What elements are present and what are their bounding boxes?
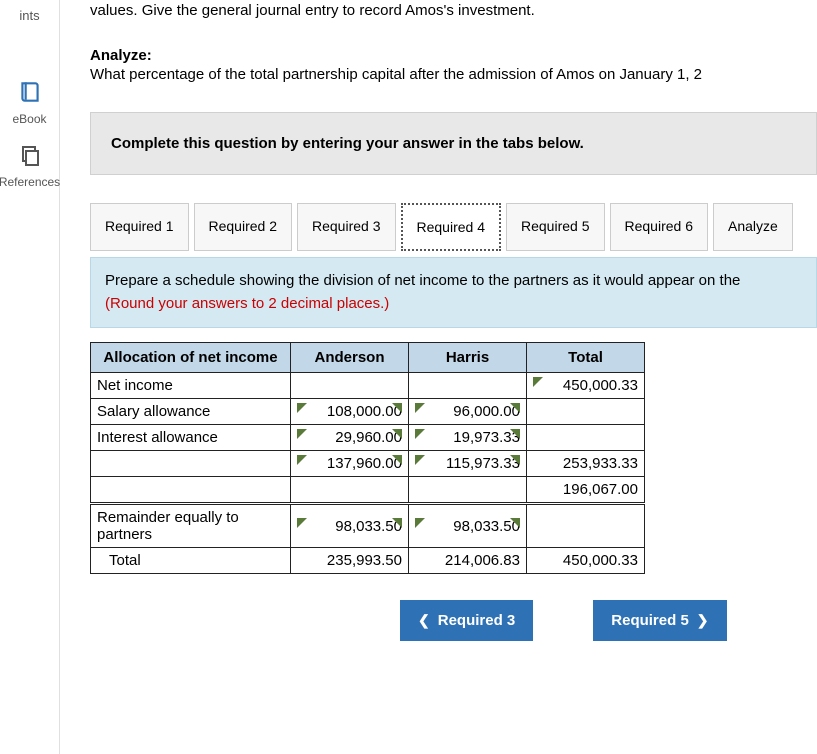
prompt-box: Complete this question by entering your …	[90, 112, 817, 175]
prev-button[interactable]: ❮ Required 3	[400, 600, 533, 641]
cell-label[interactable]: Salary allowance	[91, 399, 291, 425]
cell-anderson[interactable]	[291, 477, 409, 504]
analyze-text: What percentage of the total partnership…	[90, 64, 817, 87]
cell-label[interactable]: Total	[91, 548, 291, 574]
table-row: 196,067.00	[91, 477, 645, 504]
cell-harris[interactable]: 96,000.00	[409, 399, 527, 425]
cell-label[interactable]: Net income	[91, 373, 291, 399]
next-button[interactable]: Required 5 ❯	[593, 600, 726, 641]
sidebar-top-label: ints	[19, 8, 39, 23]
cell-anderson[interactable]	[291, 373, 409, 399]
instruction-box: Prepare a schedule showing the division …	[90, 257, 817, 328]
cell-total[interactable]: 450,000.33	[527, 548, 645, 574]
cell-harris[interactable]: 19,973.33	[409, 425, 527, 451]
table-header-row: Allocation of net income Anderson Harris…	[91, 343, 645, 373]
cell-anderson[interactable]: 98,033.50	[291, 504, 409, 548]
cell-label[interactable]: Interest allowance	[91, 425, 291, 451]
cell-anderson[interactable]: 29,960.00	[291, 425, 409, 451]
instruction-line1: Prepare a schedule showing the division …	[105, 272, 740, 289]
sidebar-item-ebook[interactable]: eBook	[12, 79, 46, 126]
th-anderson: Anderson	[291, 343, 409, 373]
table-row: Interest allowance 29,960.00 19,973.33	[91, 425, 645, 451]
instruction-line2: (Round your answers to 2 decimal places.…	[105, 295, 389, 312]
tab-required-1[interactable]: Required 1	[90, 203, 189, 251]
copy-icon	[18, 144, 42, 171]
main-content: interest in the capital of the partnersh…	[60, 0, 817, 754]
cell-harris[interactable]: 98,033.50	[409, 504, 527, 548]
cell-harris[interactable]	[409, 373, 527, 399]
cell-total[interactable]	[527, 504, 645, 548]
sidebar-item-label: References	[0, 175, 60, 189]
cell-total[interactable]	[527, 399, 645, 425]
tab-required-2[interactable]: Required 2	[194, 203, 293, 251]
table-row: Total 235,993.50 214,006.83 450,000.33	[91, 548, 645, 574]
cell-total[interactable]	[527, 425, 645, 451]
tab-analyze[interactable]: Analyze	[713, 203, 793, 251]
next-label: Required 5	[611, 612, 689, 629]
cell-anderson[interactable]: 235,993.50	[291, 548, 409, 574]
tab-required-5[interactable]: Required 5	[506, 203, 605, 251]
cell-harris[interactable]: 214,006.83	[409, 548, 527, 574]
cell-total[interactable]: 196,067.00	[527, 477, 645, 504]
cell-label[interactable]	[91, 477, 291, 504]
cell-total[interactable]: 253,933.33	[527, 451, 645, 477]
tab-required-6[interactable]: Required 6	[610, 203, 709, 251]
chevron-right-icon: ❯	[697, 612, 709, 629]
chevron-left-icon: ❮	[418, 612, 430, 629]
cell-harris[interactable]: 115,973.33	[409, 451, 527, 477]
allocation-table: Allocation of net income Anderson Harris…	[90, 342, 645, 574]
table-row: 137,960.00 115,973.33 253,933.33	[91, 451, 645, 477]
table-row: Net income 450,000.33	[91, 373, 645, 399]
th-total: Total	[527, 343, 645, 373]
tabs: Required 1 Required 2 Required 3 Require…	[90, 203, 817, 251]
cell-anderson[interactable]: 108,000.00	[291, 399, 409, 425]
cell-anderson[interactable]: 137,960.00	[291, 451, 409, 477]
th-allocation: Allocation of net income	[91, 343, 291, 373]
table-row: Salary allowance 108,000.00 96,000.00	[91, 399, 645, 425]
book-icon	[17, 79, 43, 108]
th-harris: Harris	[409, 343, 527, 373]
sidebar-item-references[interactable]: References	[0, 144, 60, 189]
nav-buttons: ❮ Required 3 Required 5 ❯	[400, 600, 817, 641]
cell-harris[interactable]	[409, 477, 527, 504]
cell-total[interactable]: 450,000.33	[527, 373, 645, 399]
sidebar-item-label: eBook	[12, 112, 46, 126]
sidebar: ints eBook References	[0, 0, 60, 754]
cell-label[interactable]	[91, 451, 291, 477]
table-row: Remainder equally to partners 98,033.50 …	[91, 504, 645, 548]
prev-label: Required 3	[438, 612, 516, 629]
tab-required-4[interactable]: Required 4	[401, 203, 502, 251]
analyze-heading: Analyze:	[90, 47, 817, 64]
tab-required-3[interactable]: Required 3	[297, 203, 396, 251]
intro-line: values. Give the general journal entry t…	[90, 0, 817, 23]
cell-label[interactable]: Remainder equally to partners	[91, 504, 291, 548]
